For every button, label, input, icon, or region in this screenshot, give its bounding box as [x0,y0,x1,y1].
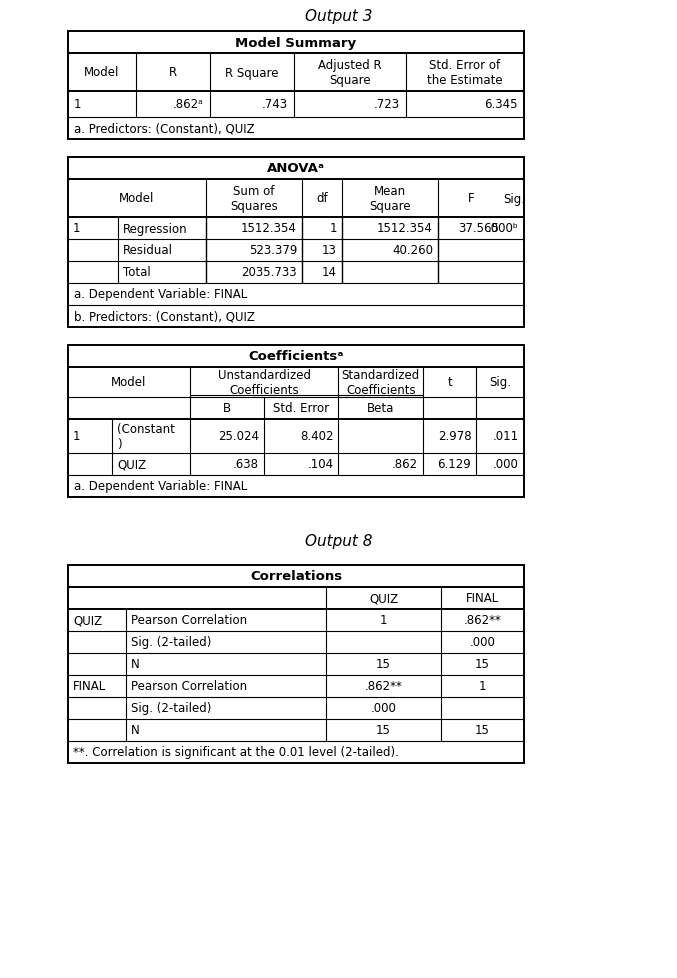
Text: (Constant
): (Constant ) [117,422,175,451]
Text: .000: .000 [470,636,496,648]
Text: 1: 1 [330,222,337,236]
Text: QUIZ: QUIZ [117,458,146,471]
Text: **. Correlation is significant at the 0.01 level (2-tailed).: **. Correlation is significant at the 0.… [73,746,399,759]
Text: .000: .000 [370,702,397,715]
Text: Beta: Beta [367,402,395,415]
Text: N: N [131,724,139,736]
Bar [68,565,524,763]
Text: Output 3: Output 3 [305,9,372,23]
Text: Regression: Regression [123,222,188,236]
Text: 13: 13 [322,244,337,257]
Text: Output 8: Output 8 [305,534,372,549]
Text: FINAL: FINAL [73,680,106,692]
Text: 2035.733: 2035.733 [242,266,297,279]
Text: 15: 15 [475,724,490,736]
Text: Sum of
Squares: Sum of Squares [230,185,278,213]
Text: Standardized
Coefficients: Standardized Coefficients [342,369,420,397]
Text: Pearson Correlation: Pearson Correlation [131,614,247,627]
Text: QUIZ: QUIZ [73,614,102,627]
Text: 14: 14 [322,266,337,279]
Text: 1: 1 [73,430,81,443]
Text: .862**: .862** [364,680,402,692]
Text: Model: Model [85,67,120,79]
Text: 1: 1 [380,614,387,627]
Text: Correlations: Correlations [250,570,342,583]
Text: Sig.: Sig. [489,377,511,389]
Text: Residual: Residual [123,244,173,257]
Text: Pearson Correlation: Pearson Correlation [131,680,247,692]
Text: Model: Model [111,377,147,389]
Text: Sig. (2-tailed): Sig. (2-tailed) [131,636,211,648]
Text: 523.379: 523.379 [248,244,297,257]
Text: df: df [316,193,328,205]
Text: 1: 1 [479,680,486,692]
Text: Model Summary: Model Summary [236,36,357,50]
Text: Mean
Square: Mean Square [369,185,411,213]
Text: 6.345: 6.345 [485,99,518,111]
Bar [68,32,524,140]
Text: F: F [468,193,475,205]
Text: 37.565: 37.565 [458,222,499,236]
Text: .723: .723 [374,99,400,111]
Text: t: t [447,377,452,389]
Text: 25.024: 25.024 [218,430,259,443]
Text: 2.978: 2.978 [437,430,471,443]
Text: .104: .104 [307,458,333,471]
Text: Coefficientsᵃ: Coefficientsᵃ [248,350,344,363]
Text: QUIZ: QUIZ [369,592,398,604]
Text: .862: .862 [392,458,418,471]
Text: R Square: R Square [225,67,279,79]
Text: Total: Total [123,266,151,279]
Text: .638: .638 [233,458,259,471]
Text: 8.402: 8.402 [300,430,333,443]
Text: .862**: .862** [464,614,502,627]
Text: 15: 15 [475,658,490,671]
Text: R: R [169,67,177,79]
Text: a. Predictors: (Constant), QUIZ: a. Predictors: (Constant), QUIZ [74,122,255,135]
Text: .000ᵇ: .000ᵇ [488,222,519,236]
Text: ANOVAᵃ: ANOVAᵃ [267,162,325,175]
Text: .743: .743 [262,99,288,111]
Text: b. Predictors: (Constant), QUIZ: b. Predictors: (Constant), QUIZ [74,310,255,323]
Text: N: N [131,658,139,671]
Text: 15: 15 [376,724,391,736]
Text: 6.129: 6.129 [437,458,471,471]
Text: 15: 15 [376,658,391,671]
Text: 1: 1 [73,222,81,236]
Text: Std. Error: Std. Error [274,402,330,415]
Text: Model: Model [119,193,154,205]
Text: B: B [223,402,231,415]
Text: .862ᵃ: .862ᵃ [173,99,204,111]
Text: a. Dependent Variable: FINAL: a. Dependent Variable: FINAL [74,289,247,301]
Text: .000: .000 [493,458,519,471]
Text: .011: .011 [493,430,519,443]
Text: Std. Error of
the Estimate: Std. Error of the Estimate [427,59,503,87]
Text: a. Dependent Variable: FINAL: a. Dependent Variable: FINAL [74,480,247,493]
Text: Unstandardized
Coefficients: Unstandardized Coefficients [218,369,311,397]
Text: 1512.354: 1512.354 [241,222,297,236]
Text: 1: 1 [74,99,81,111]
Text: Adjusted R
Square: Adjusted R Square [318,59,382,87]
Text: Sig.: Sig. [503,193,525,205]
Bar [68,157,524,328]
Text: 40.260: 40.260 [392,244,433,257]
Text: 1512.354: 1512.354 [377,222,433,236]
Text: FINAL: FINAL [466,592,499,604]
Bar [68,345,524,498]
Text: Sig. (2-tailed): Sig. (2-tailed) [131,702,211,715]
